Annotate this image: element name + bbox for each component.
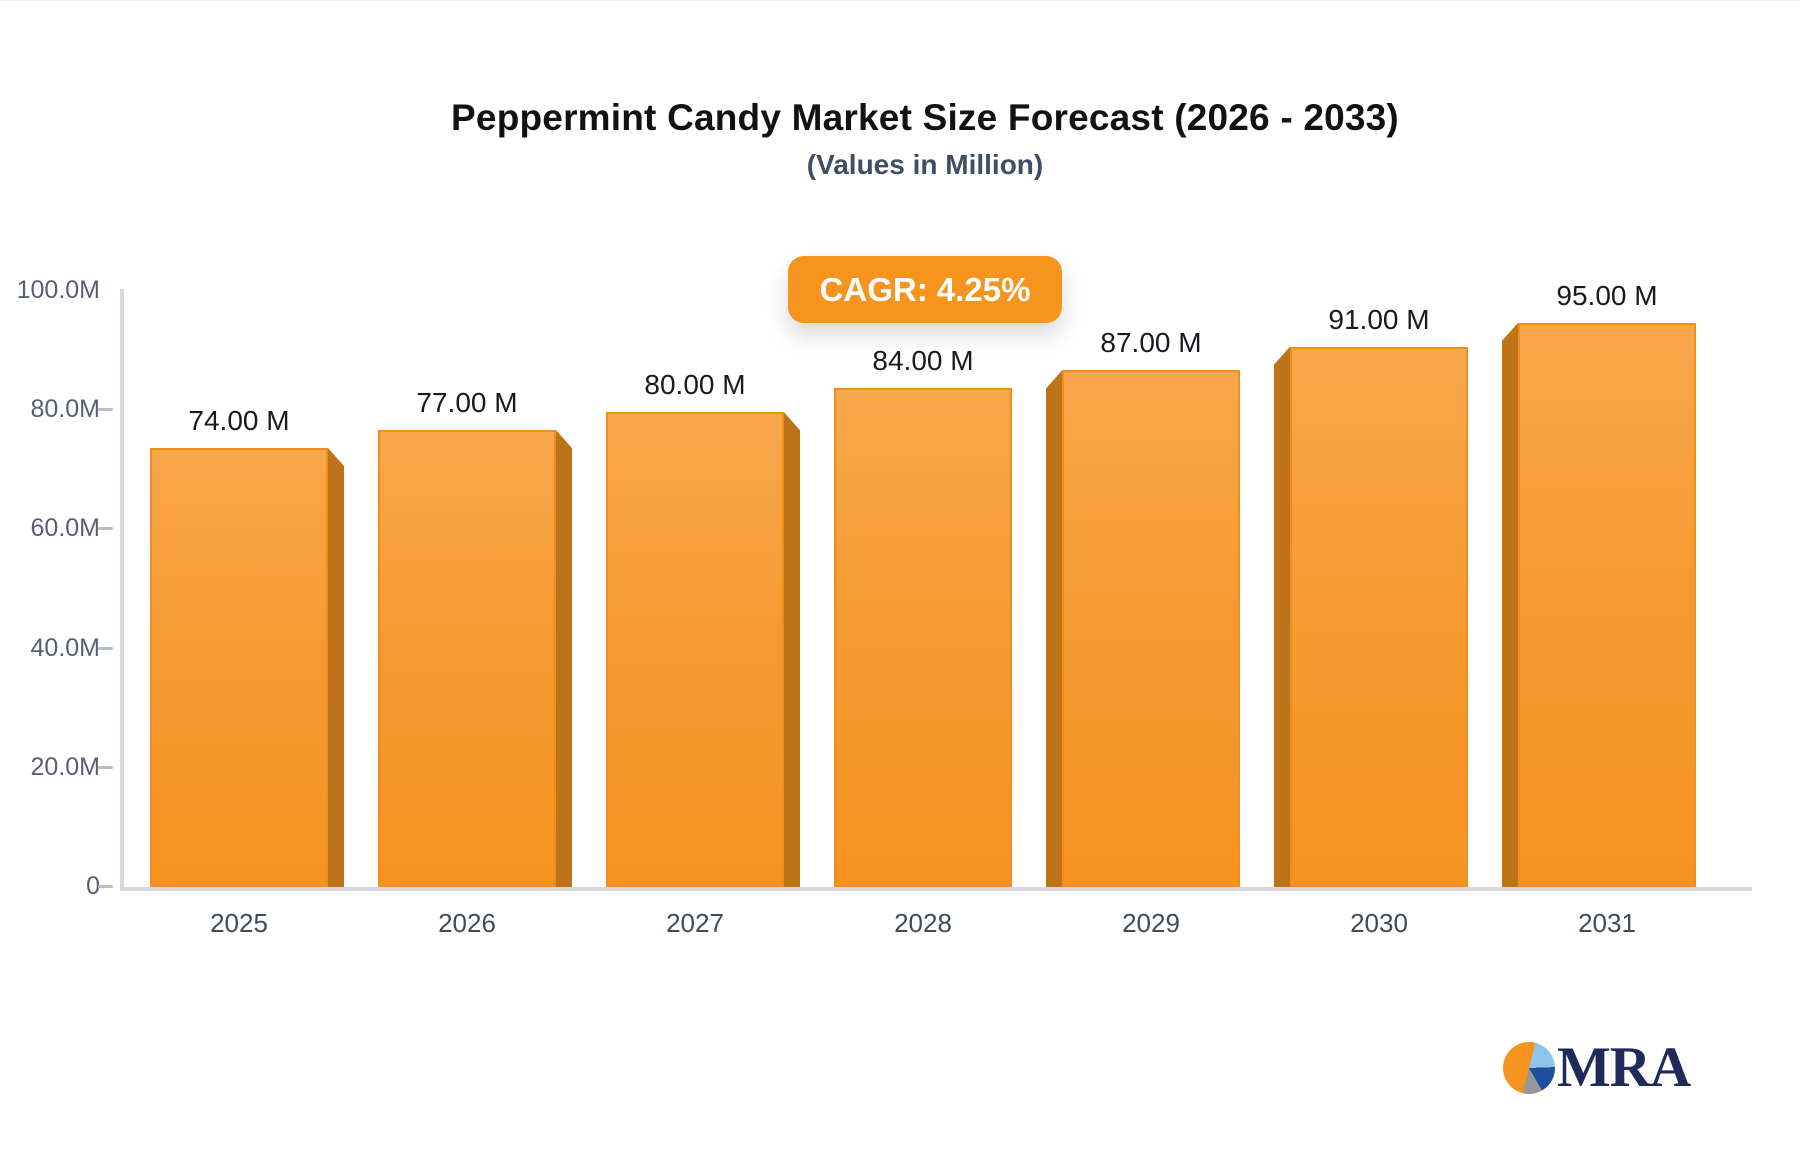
y-tick-label: 60.0M [30, 514, 100, 543]
x-tick-label: 2029 [1122, 908, 1180, 938]
bar-value-label: 74.00 M [188, 404, 290, 436]
bar-2030 [1290, 346, 1468, 887]
chart-title: Peppermint Candy Market Size Forecast (2… [451, 97, 1399, 138]
mra-pie-icon [1503, 1042, 1555, 1094]
x-tick-label: 2030 [1350, 908, 1408, 938]
bar-2027 [606, 412, 784, 887]
cagr-badge-label: CAGR: 4.25% [819, 270, 1031, 308]
y-tick-mark [98, 646, 113, 650]
cagr-badge: CAGR: 4.25% [788, 256, 1062, 323]
x-tick-label: 2028 [894, 908, 952, 938]
x-axis-line [120, 887, 1752, 891]
bar-side-3d [1274, 346, 1290, 887]
chart-subtitle: (Values in Million) [806, 149, 1044, 180]
bar-side-3d [1046, 370, 1062, 887]
bar-side-3d [328, 447, 344, 887]
bar-2028 [834, 388, 1012, 887]
bar-value-label: 95.00 M [1556, 279, 1658, 311]
bar-2031 [1518, 322, 1696, 887]
y-tick-label: 20.0M [30, 752, 100, 781]
bar-value-label: 91.00 M [1328, 303, 1430, 335]
bar-side-3d [784, 412, 800, 887]
mra-logo: MRA [1503, 1036, 1691, 1099]
bar-value-label: 77.00 M [416, 387, 518, 419]
y-tick-label: 0 [86, 872, 100, 900]
bar-2029 [1062, 370, 1240, 887]
x-tick-label: 2026 [438, 908, 496, 938]
y-axis-line [120, 289, 124, 891]
y-tick-mark [98, 408, 113, 412]
bar-value-label: 84.00 M [872, 345, 974, 377]
y-tick-mark [98, 885, 113, 888]
x-tick-label: 2025 [210, 908, 268, 938]
bar-2025 [150, 447, 328, 887]
x-tick-label: 2031 [1578, 908, 1636, 938]
bar-value-label: 87.00 M [1100, 327, 1202, 359]
bar-value-label: 80.00 M [644, 369, 746, 401]
y-tick-label: 80.0M [30, 395, 100, 424]
mra-logo-text: MRA [1557, 1036, 1691, 1099]
y-tick-label: 40.0M [30, 633, 100, 662]
x-tick-label: 2027 [666, 908, 724, 938]
y-tick-mark [98, 765, 113, 769]
bar-2026 [378, 430, 556, 887]
y-tick-mark [98, 527, 113, 531]
y-tick-label: 100.0M [16, 276, 100, 304]
bar-side-3d [1502, 322, 1518, 887]
bar-side-3d [556, 430, 572, 887]
